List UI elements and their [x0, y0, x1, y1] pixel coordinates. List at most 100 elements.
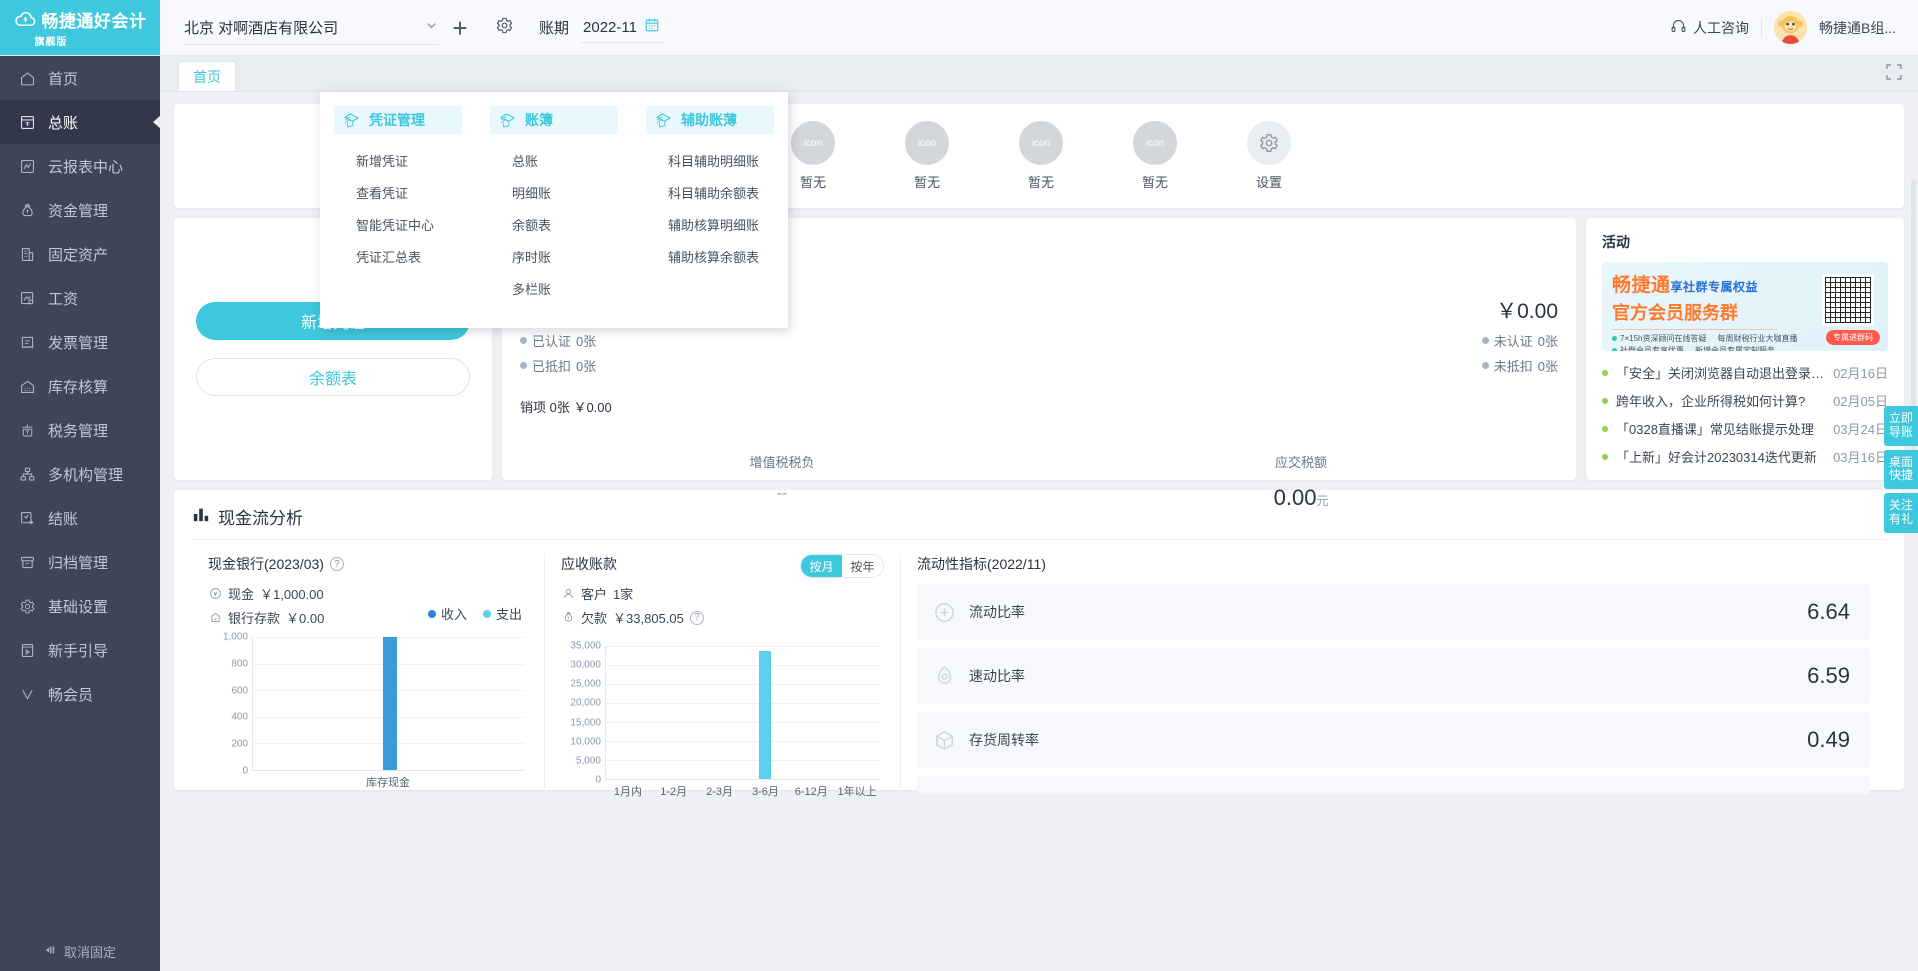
toggle-by-month[interactable]: 按月	[801, 555, 842, 577]
list-item[interactable]: 「安全」关闭浏览器自动退出登录状态 02月16日	[1602, 363, 1888, 382]
list-item[interactable]: 流动比率 6.64	[917, 584, 1870, 640]
menu-item-general-ledger[interactable]: 总账	[512, 153, 539, 169]
menu-item-subject-aux-detail[interactable]: 科目辅助明细账	[668, 153, 760, 169]
tax-burden: 增值税税负 --	[750, 452, 815, 511]
y-tick: 200	[231, 738, 248, 750]
sidebar-item-basic-settings[interactable]: 基础设置	[0, 584, 160, 628]
banner-bullet-text-right: 每周财税行业大咖直播	[1717, 334, 1798, 343]
avatar[interactable]	[1773, 11, 1807, 44]
list-item-partial[interactable]	[917, 776, 1870, 794]
shortcut-empty-3[interactable]: icon 暂无	[1004, 121, 1078, 191]
shortcut-empty-1[interactable]: icon 暂无	[776, 121, 850, 191]
menu-item-aux-accounting-balance[interactable]: 辅助核算余额表	[668, 249, 760, 265]
bullet-dot-icon	[1602, 425, 1608, 432]
cash-chart-y-axis: 1,000 800 600 400 200 0	[208, 632, 252, 777]
human-consult-button[interactable]: 人工咨询	[1670, 18, 1749, 38]
banner-bullet-text-right: 新增会员专属定制服务	[1695, 346, 1775, 351]
warehouse-icon	[18, 377, 36, 395]
tax-row: 增值税税负 -- 应交税额 0.00元	[520, 452, 1558, 511]
shortcut-empty-2[interactable]: icon 暂无	[890, 121, 964, 191]
sidebar-item-fixed-asset[interactable]: 固定资产	[0, 232, 160, 276]
list-item[interactable]: 「0328直播课」常见结账提示处理 03月24日	[1602, 419, 1888, 438]
add-account-set-button[interactable]: +	[439, 15, 481, 41]
bank-icon	[208, 611, 222, 624]
list-item[interactable]: 速动比率 6.59	[917, 648, 1870, 704]
sidebar-item-payroll[interactable]: 工资	[0, 276, 160, 320]
menu-item-multi-column-ledger[interactable]: 多栏账	[512, 281, 552, 297]
shortcut-empty-4[interactable]: icon 暂无	[1118, 121, 1192, 191]
ratio-value: 6.59	[1807, 663, 1850, 688]
y-tick: 400	[231, 711, 248, 723]
sidebar-item-invoice[interactable]: 发票管理	[0, 320, 160, 364]
rail-import-button[interactable]: 立即 导账	[1884, 406, 1918, 446]
fullscreen-icon[interactable]	[1884, 62, 1904, 82]
activity-text: 「安全」关闭浏览器自动退出登录状态	[1616, 366, 1826, 381]
cashflow-title: 现金流分析	[218, 509, 303, 528]
sidebar-item-vip[interactable]: 畅会员	[0, 672, 160, 716]
menu-item-voucher-summary[interactable]: 凭证汇总表	[356, 249, 422, 265]
sidebar-item-multi-org[interactable]: 多机构管理	[0, 452, 160, 496]
cash-chart-x-axis: 库存现金	[252, 771, 524, 789]
home-icon	[18, 69, 36, 87]
menu-item-balance-sheet[interactable]: 余额表	[512, 217, 552, 233]
gridline	[606, 722, 880, 724]
sidebar-item-guide[interactable]: 新手引导	[0, 628, 160, 672]
sidebar-label: 资金管理	[48, 202, 109, 220]
company-selector[interactable]: 北京 对啊酒店有限公司	[184, 11, 439, 45]
activity-list: 「安全」关闭浏览器自动退出登录状态 02月16日 跨年收入，企业所得税如何计算?…	[1602, 363, 1888, 466]
sidebar-item-close-book[interactable]: 结账	[0, 496, 160, 540]
balance-sheet-label: 余额表	[308, 371, 357, 388]
sidebar-label: 多机构管理	[48, 466, 124, 484]
menu-item-new-voucher[interactable]: 新增凭证	[356, 153, 409, 169]
toggle-by-year[interactable]: 按年	[842, 555, 883, 577]
menu-item-smart-voucher-center[interactable]: 智能凭证中心	[356, 217, 435, 233]
content-scrollbar[interactable]	[1911, 180, 1916, 480]
menu-item-chronological-ledger[interactable]: 序时账	[512, 249, 552, 265]
period-picker[interactable]: 2022-11	[581, 13, 664, 43]
sidebar-item-fund[interactable]: 资金管理	[0, 188, 160, 232]
question-icon[interactable]: ?	[329, 557, 344, 571]
company-name: 北京 对啊酒店有限公司	[184, 19, 339, 37]
question-icon[interactable]: ?	[689, 610, 704, 625]
menu-item-view-voucher[interactable]: 查看凭证	[356, 185, 409, 201]
sidebar-label: 工资	[48, 290, 79, 308]
sidebar-item-tax[interactable]: 税务管理	[0, 408, 160, 452]
header-settings-button[interactable]	[483, 16, 525, 40]
user-name[interactable]: 畅捷通B组...	[1818, 19, 1896, 36]
sidebar-item-home[interactable]: 首页	[0, 56, 160, 100]
archive-icon	[18, 553, 36, 571]
balance-sheet-button[interactable]: 余额表	[196, 358, 470, 396]
divider	[192, 539, 1886, 540]
list-item[interactable]: 跨年收入，企业所得税如何计算? 02月05日	[1602, 391, 1888, 410]
gridline	[606, 646, 880, 647]
period-value: 2022-11	[583, 18, 637, 36]
promo-banner[interactable]: 畅捷通享社群专属权益 官方会员服务群 7×15h资深顾问在线答疑 每周财税行业大…	[1602, 262, 1888, 351]
y-tick: 600	[231, 685, 248, 697]
tab-home[interactable]: 首页	[178, 61, 236, 91]
sidebar-item-inventory[interactable]: 库存核算	[0, 364, 160, 408]
menu-item-subject-aux-balance[interactable]: 科目辅助余额表	[668, 185, 760, 201]
activity-date: 03月24日	[1833, 422, 1888, 437]
cash-value: ￥1,000.00	[260, 587, 324, 602]
rail-desktop-shortcut-button[interactable]: 桌面 快捷	[1884, 449, 1918, 490]
sidebar-item-ledger[interactable]: 总账	[0, 100, 160, 144]
x-tick: 库存现金	[366, 777, 410, 789]
unpin-sidebar-button[interactable]: 取消固定	[0, 931, 160, 971]
menu-item-aux-accounting-detail[interactable]: 辅助核算明细账	[668, 217, 760, 233]
liquidity-column: 流动性指标(2022/11) 流动比率 6.64	[900, 554, 1886, 798]
cashflow-card: 现金流分析 现金银行(2023/03) ?	[174, 490, 1904, 798]
stat-label: 已抵扣	[532, 359, 572, 374]
sidebar-item-archive[interactable]: 归档管理	[0, 540, 160, 584]
list-item[interactable]: 存货周转率 0.49	[917, 712, 1870, 768]
x-tick: 1月内	[613, 786, 642, 798]
shortcut-settings[interactable]: 设置	[1232, 121, 1306, 191]
y-tick: 35,000	[570, 640, 601, 652]
rail-follow-button[interactable]: 关注 有礼	[1884, 493, 1918, 533]
bullet-dot-icon	[1481, 337, 1489, 344]
receivable-period-toggle[interactable]: 按月 按年	[800, 554, 884, 578]
menu-item-detail-ledger[interactable]: 明细账	[512, 185, 552, 201]
list-item[interactable]: 「上新」好会计20230314迭代更新 03月16日	[1602, 447, 1888, 466]
close-book-icon	[18, 509, 36, 527]
org-tree-icon	[18, 465, 36, 483]
sidebar-item-cloud-report[interactable]: 云报表中心	[0, 144, 160, 188]
